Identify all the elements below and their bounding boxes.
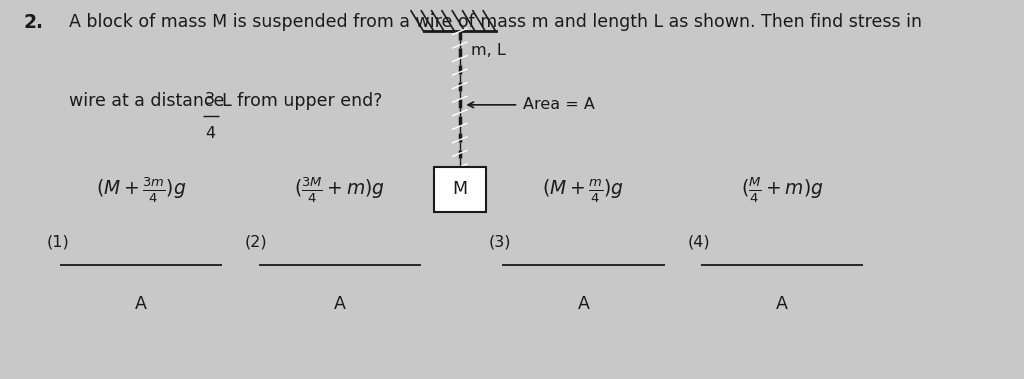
Text: wire at a distance: wire at a distance	[69, 92, 230, 110]
Text: $(M+\frac{m}{4})g$: $(M+\frac{m}{4})g$	[543, 177, 625, 205]
Text: 3: 3	[205, 92, 215, 107]
Bar	[433, 167, 486, 212]
Text: A block of mass M is suspended from a wire of mass m and length L as shown. Then: A block of mass M is suspended from a wi…	[69, 13, 922, 31]
Text: 2.: 2.	[24, 13, 44, 32]
Text: (2): (2)	[245, 235, 267, 250]
Text: 4: 4	[205, 125, 215, 141]
Text: Area = A: Area = A	[523, 97, 595, 112]
Text: M: M	[453, 180, 467, 199]
Text: $(\frac{M}{4}+m)g$: $(\frac{M}{4}+m)g$	[740, 175, 823, 205]
Text: (1): (1)	[46, 235, 70, 250]
Text: m, L: m, L	[471, 43, 506, 58]
Text: A: A	[135, 295, 147, 313]
Text: (4): (4)	[687, 235, 710, 250]
Text: $(\frac{3M}{4}+m)g$: $(\frac{3M}{4}+m)g$	[294, 175, 385, 205]
Text: $(M+\frac{3m}{4})g$: $(M+\frac{3m}{4})g$	[96, 175, 186, 205]
Text: L from upper end?: L from upper end?	[222, 92, 383, 110]
Text: A: A	[776, 295, 787, 313]
Text: A: A	[578, 295, 589, 313]
Text: (3): (3)	[488, 235, 511, 250]
Text: A: A	[334, 295, 346, 313]
